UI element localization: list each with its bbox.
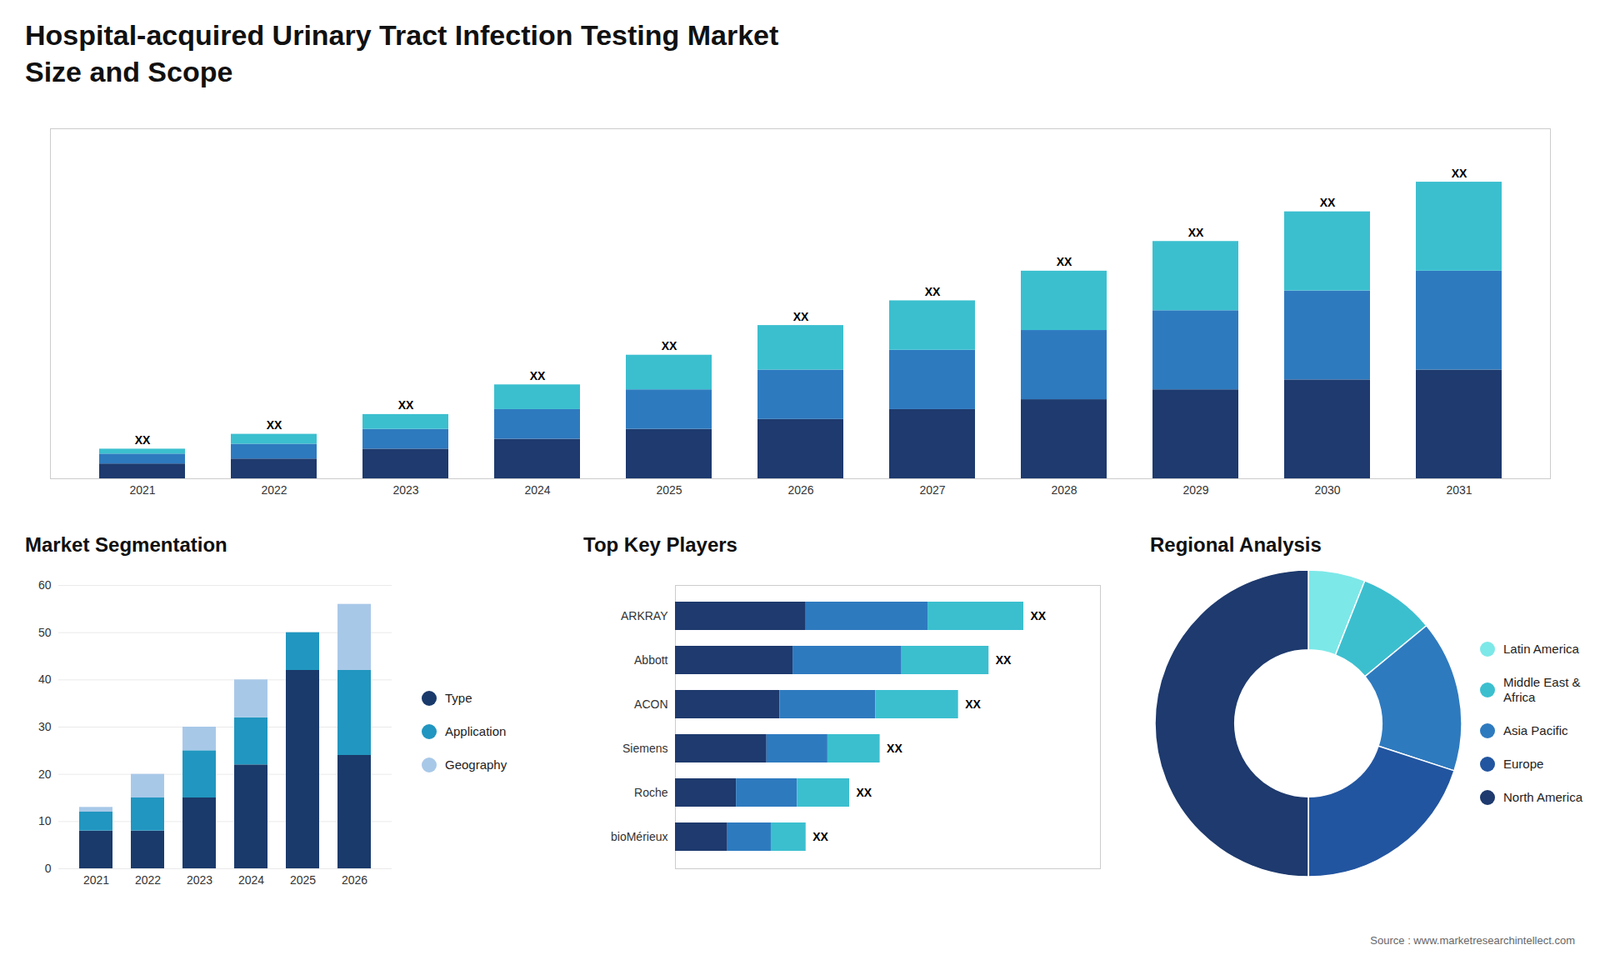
svg-text:bioMérieux: bioMérieux xyxy=(610,830,668,844)
svg-text:2021: 2021 xyxy=(83,873,110,887)
html-text:Size and Scope: Size and Scope xyxy=(25,55,233,88)
html-text:North America: North America xyxy=(1503,790,1583,805)
html-text:Market Segmentation: Market Segmentation xyxy=(25,533,228,556)
svg-text:2026: 2026 xyxy=(787,483,814,497)
svg-text:XX: XX xyxy=(266,418,283,432)
svg-text:2031: 2031 xyxy=(1445,483,1472,497)
html-text:Regional Analysis: Regional Analysis xyxy=(1150,533,1322,556)
svg-text:2021: 2021 xyxy=(129,483,155,497)
html-text:Type: Type xyxy=(445,690,473,705)
html-text:Europe: Europe xyxy=(1503,756,1544,771)
svg-text:XX: XX xyxy=(925,285,941,299)
svg-text:XX: XX xyxy=(661,339,678,353)
svg-text:XX: XX xyxy=(793,310,810,324)
svg-text:XX: XX xyxy=(1451,166,1468,180)
svg-text:2023: 2023 xyxy=(392,483,419,497)
html-text:Latin America: Latin America xyxy=(1503,641,1580,656)
svg-text:2029: 2029 xyxy=(1182,483,1209,497)
svg-text:XX: XX xyxy=(1030,609,1047,623)
svg-text:2024: 2024 xyxy=(238,873,265,887)
svg-text:XX: XX xyxy=(1320,195,1336,210)
svg-text:Abbott: Abbott xyxy=(634,653,669,667)
svg-text:XX: XX xyxy=(812,830,829,844)
svg-text:20: 20 xyxy=(38,767,52,781)
svg-text:2028: 2028 xyxy=(1050,483,1077,497)
svg-text:2025: 2025 xyxy=(290,873,316,887)
svg-text:XX: XX xyxy=(856,785,873,800)
svg-text:ARKRAY: ARKRAY xyxy=(620,609,669,623)
svg-text:60: 60 xyxy=(38,578,52,592)
svg-text:XX: XX xyxy=(135,433,151,447)
svg-text:2026: 2026 xyxy=(341,873,368,887)
svg-text:2030: 2030 xyxy=(1314,483,1340,497)
svg-text:2024: 2024 xyxy=(524,483,550,497)
html-text:Application: Application xyxy=(445,724,507,739)
svg-text:Siemens: Siemens xyxy=(622,741,668,755)
html-text:Hospital-acquired Urinary Trac: Hospital-acquired Urinary Tract Infectio… xyxy=(25,19,779,51)
svg-text:XX: XX xyxy=(886,741,903,755)
html-text:Source : www.marketresearchint: Source : www.marketresearchintellect.com xyxy=(1370,934,1575,947)
html-text:Asia Pacific: Asia Pacific xyxy=(1503,723,1568,738)
svg-text:Roche: Roche xyxy=(634,785,669,800)
svg-text:ACON: ACON xyxy=(634,697,668,711)
svg-text:50: 50 xyxy=(38,625,52,640)
html-text:Geography: Geography xyxy=(445,757,507,772)
svg-text:XX: XX xyxy=(965,697,981,711)
svg-text:2025: 2025 xyxy=(655,483,682,497)
svg-text:XX: XX xyxy=(398,398,415,412)
html-text:Top Key Players: Top Key Players xyxy=(583,533,738,556)
html-text:Middle East & Africa: Middle East & Africa xyxy=(1503,675,1581,705)
svg-text:40: 40 xyxy=(38,672,52,686)
svg-text:2027: 2027 xyxy=(919,483,945,497)
svg-text:XX: XX xyxy=(1056,255,1073,269)
svg-text:10: 10 xyxy=(38,814,52,828)
svg-text:2022: 2022 xyxy=(260,483,287,497)
svg-text:XX: XX xyxy=(995,653,1012,667)
svg-text:2022: 2022 xyxy=(135,873,161,887)
svg-text:XX: XX xyxy=(1188,225,1205,240)
svg-text:30: 30 xyxy=(38,720,52,734)
svg-text:XX: XX xyxy=(530,369,546,383)
svg-text:0: 0 xyxy=(45,861,52,875)
svg-text:2023: 2023 xyxy=(186,873,213,887)
